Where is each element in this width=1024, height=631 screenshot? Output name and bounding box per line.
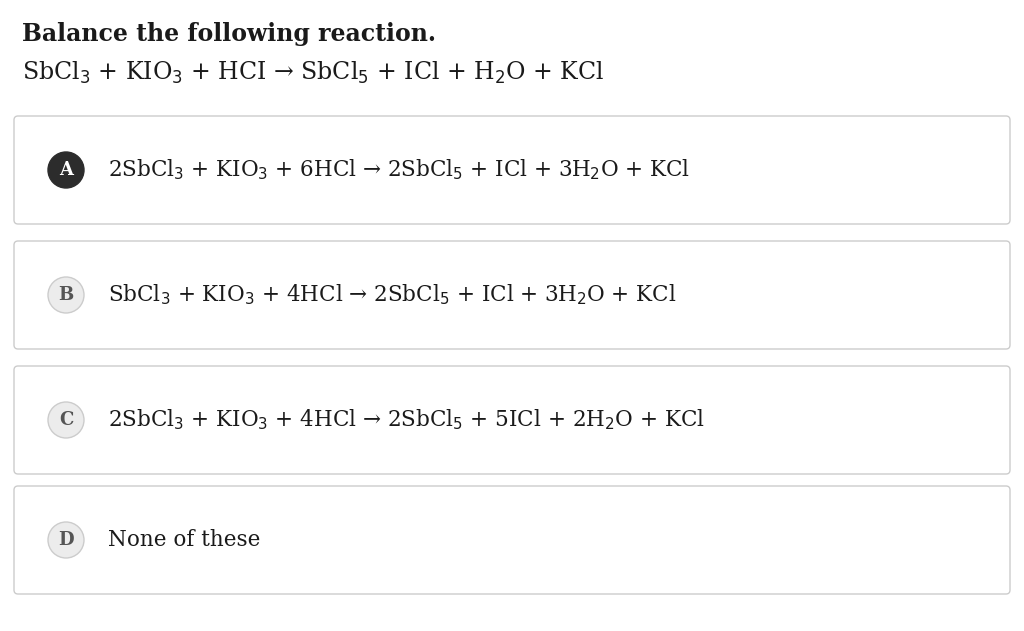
FancyBboxPatch shape: [14, 241, 1010, 349]
FancyBboxPatch shape: [14, 486, 1010, 594]
Text: Balance the following reaction.: Balance the following reaction.: [22, 22, 436, 46]
Text: C: C: [58, 411, 73, 429]
Text: B: B: [58, 286, 74, 304]
Circle shape: [48, 152, 84, 188]
Circle shape: [48, 277, 84, 313]
Text: 2SbCl$_3$ + KIO$_3$ + 4HCl → 2SbCl$_5$ + 5ICl + 2H$_2$O + KCl: 2SbCl$_3$ + KIO$_3$ + 4HCl → 2SbCl$_5$ +…: [108, 408, 705, 432]
Text: D: D: [58, 531, 74, 549]
Text: SbCl$_3$ + KIO$_3$ + 4HCl → 2SbCl$_5$ + ICl + 3H$_2$O + KCl: SbCl$_3$ + KIO$_3$ + 4HCl → 2SbCl$_5$ + …: [108, 283, 677, 307]
FancyBboxPatch shape: [14, 116, 1010, 224]
Text: 2SbCl$_3$ + KIO$_3$ + 6HCl → 2SbCl$_5$ + ICl + 3H$_2$O + KCl: 2SbCl$_3$ + KIO$_3$ + 6HCl → 2SbCl$_5$ +…: [108, 158, 690, 182]
Text: SbCl$_3$ + KIO$_3$ + HCI → SbCl$_5$ + ICl + H$_2$O + KCl: SbCl$_3$ + KIO$_3$ + HCI → SbCl$_5$ + IC…: [22, 60, 604, 86]
FancyBboxPatch shape: [14, 366, 1010, 474]
Text: None of these: None of these: [108, 529, 260, 551]
Circle shape: [48, 402, 84, 438]
Text: A: A: [59, 161, 73, 179]
Circle shape: [48, 522, 84, 558]
